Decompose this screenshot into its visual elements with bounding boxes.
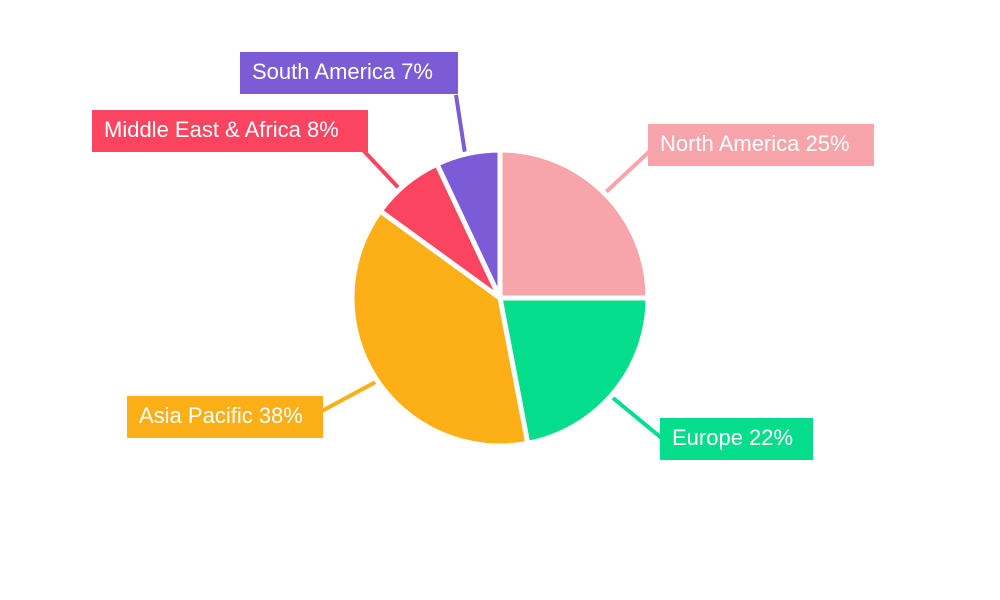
- pie-slice[interactable]: [349, 208, 531, 449]
- pie-slice-label[interactable]: Asia Pacific 38%: [127, 396, 323, 438]
- pie-label-leader-line: [603, 148, 653, 195]
- pie-slice-label[interactable]: Europe 22%: [660, 418, 813, 460]
- pie-slice[interactable]: [497, 147, 651, 301]
- pie-slice-label[interactable]: Middle East & Africa 8%: [92, 110, 368, 152]
- pie-label-leader-line: [454, 94, 468, 161]
- pie-label-leader-line: [611, 396, 666, 442]
- pie-slice-label[interactable]: South America 7%: [240, 52, 458, 94]
- pie-label-leader-line: [319, 376, 384, 414]
- pie-slice-label[interactable]: North America 25%: [648, 124, 874, 166]
- pie-slices: [349, 147, 651, 449]
- pie-slice[interactable]: [497, 295, 651, 446]
- pie-slice[interactable]: [434, 147, 503, 301]
